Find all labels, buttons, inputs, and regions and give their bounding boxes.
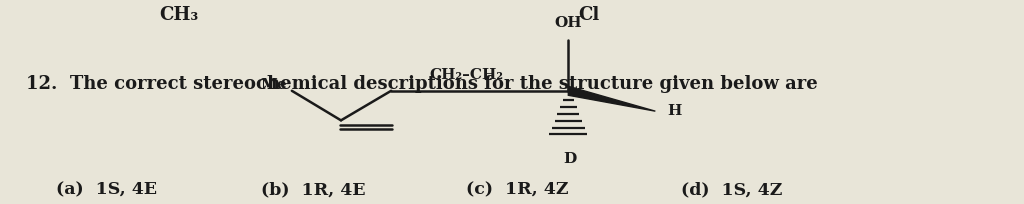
- Text: CH₃: CH₃: [160, 6, 199, 24]
- Text: (d)  1S, 4Z: (d) 1S, 4Z: [681, 181, 782, 198]
- Text: OH: OH: [555, 16, 582, 30]
- Text: D: D: [564, 152, 577, 166]
- Text: CH₂–CH₂: CH₂–CH₂: [429, 68, 503, 82]
- Text: (b)  1R, 4E: (b) 1R, 4E: [261, 181, 366, 198]
- Text: 12.  The correct stereochemical descriptions for the structure given below are: 12. The correct stereochemical descripti…: [26, 75, 817, 93]
- Polygon shape: [568, 86, 655, 111]
- Text: (a)  1S, 4E: (a) 1S, 4E: [56, 181, 158, 198]
- Text: H: H: [668, 104, 682, 118]
- Text: Cl: Cl: [579, 6, 599, 24]
- Text: Me: Me: [260, 78, 287, 92]
- Text: (c)  1R, 4Z: (c) 1R, 4Z: [466, 181, 568, 198]
